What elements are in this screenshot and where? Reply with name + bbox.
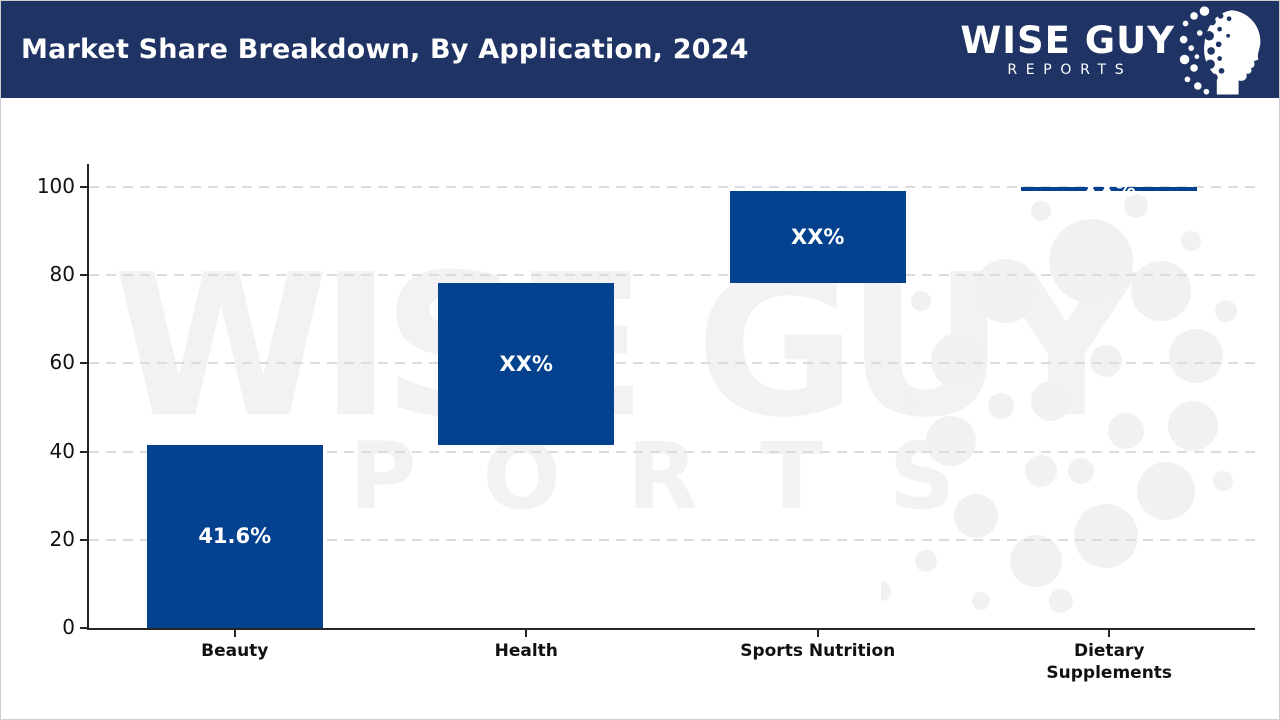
bar-value-label: XX% <box>499 351 553 376</box>
y-tick-label-0: 0 <box>62 615 75 639</box>
bar-sports-nutrition <box>729 190 906 284</box>
bar-beauty <box>146 444 323 628</box>
x-tick-label-2: Sports Nutrition <box>740 641 896 661</box>
bar-value-label: XX% <box>1082 176 1136 201</box>
y-axis <box>87 164 89 630</box>
logo-text: WISE GUY REPORTS <box>960 22 1175 77</box>
bar-dietary-supplements <box>1021 187 1198 191</box>
x-tick-mark-2 <box>816 630 819 637</box>
watermark-subtext: PORTS <box>349 423 1022 530</box>
gridline-40 <box>89 450 1255 453</box>
bar-health <box>438 283 615 445</box>
bar-value-label: XX% <box>791 225 845 250</box>
y-tick-mark-0 <box>80 627 88 629</box>
logo-wordmark: WISE GUY <box>960 19 1175 62</box>
header: Market Share Breakdown, By Application, … <box>1 1 1279 98</box>
y-tick-mark-40 <box>80 450 88 453</box>
bar-value-label: 41.6% <box>198 524 272 549</box>
x-tick-label-1: Health <box>494 641 558 661</box>
wise-guy-logo: WISE GUY REPORTS <box>960 4 1267 96</box>
logo-subtext: REPORTS <box>1007 62 1133 78</box>
y-tick-mark-100 <box>80 186 88 188</box>
gridline-100 <box>89 186 1255 188</box>
y-tick-label-40: 40 <box>49 438 75 463</box>
x-tick-label-3: Dietary Supplements <box>1046 641 1173 684</box>
x-tick-mark-0 <box>233 630 236 637</box>
y-tick-label-60: 60 <box>49 350 75 375</box>
gridline-80 <box>89 274 1255 277</box>
gridline-20 <box>89 538 1255 541</box>
y-tick-label-80: 80 <box>49 262 75 287</box>
y-tick-mark-80 <box>80 274 88 277</box>
page-title: Market Share Breakdown, By Application, … <box>21 34 749 65</box>
x-tick-mark-3 <box>1108 630 1111 637</box>
x-tick-label-0: Beauty <box>201 641 269 661</box>
y-tick-mark-60 <box>80 362 88 365</box>
x-tick-mark-1 <box>525 630 528 637</box>
head-profile-icon <box>1179 5 1261 95</box>
y-tick-mark-20 <box>80 538 88 541</box>
y-tick-label-20: 20 <box>49 526 75 551</box>
y-tick-label-100: 100 <box>36 174 75 198</box>
gridline-60 <box>89 362 1255 365</box>
watermark-head-icon <box>881 194 1237 613</box>
x-axis <box>87 628 1255 630</box>
